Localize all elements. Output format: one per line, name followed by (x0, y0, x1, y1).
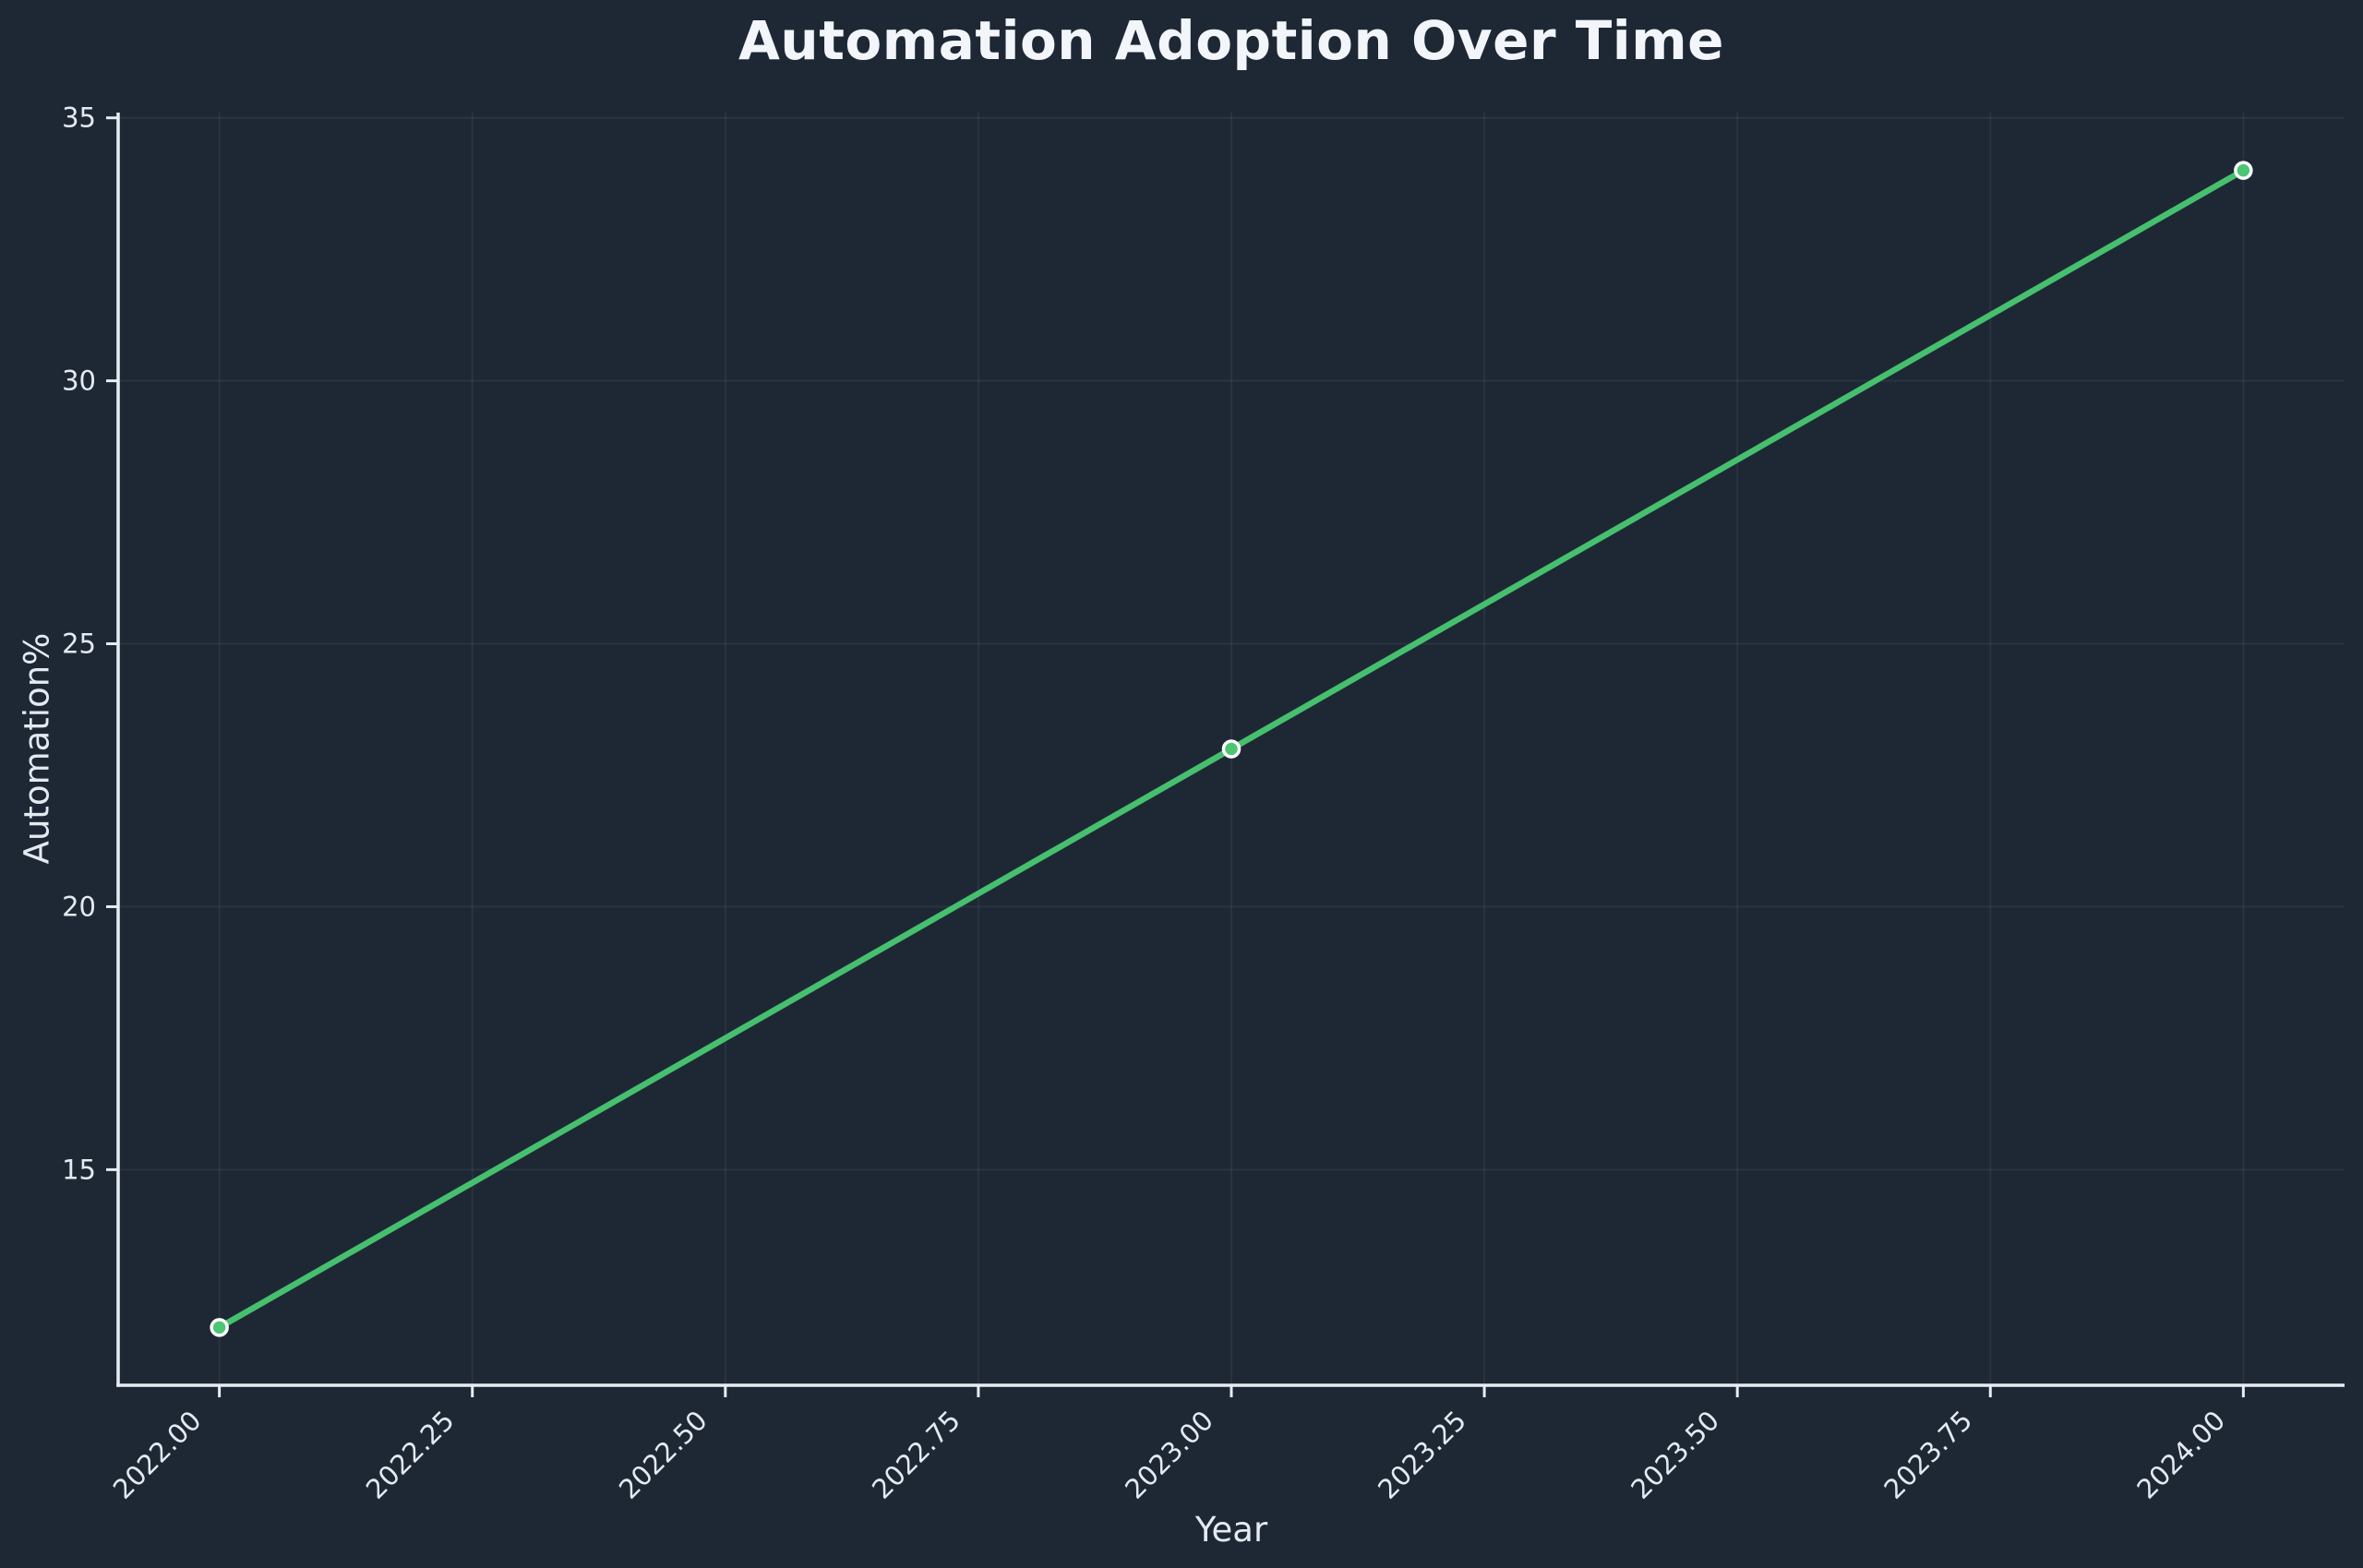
x-tick-label: 2023.25 (1372, 1405, 1472, 1505)
y-tick-label: 30 (62, 365, 96, 397)
x-tick-label: 2022.00 (107, 1405, 208, 1505)
x-tick-label: 2024.00 (2130, 1405, 2231, 1505)
y-tick-label: 15 (62, 1154, 96, 1185)
chart-title: Automation Adoption Over Time (738, 9, 1724, 72)
y-tick-label: 25 (62, 628, 96, 660)
data-point-marker (1221, 739, 1241, 759)
data-point-marker (2234, 161, 2253, 180)
x-tick-label: 2022.75 (866, 1405, 966, 1505)
y-tick-label: 20 (62, 891, 96, 922)
x-tick-label: 2023.50 (1625, 1405, 1725, 1505)
x-tick-label: 2023.00 (1119, 1405, 1219, 1505)
y-axis-title: Automation% (17, 632, 57, 865)
x-axis-title: Year (1194, 1510, 1268, 1550)
y-tick-label: 35 (62, 102, 96, 134)
x-tick-label: 2022.50 (613, 1405, 714, 1505)
data-point-marker (210, 1318, 229, 1337)
x-tick-label: 2022.25 (360, 1405, 461, 1505)
x-tick-label: 2023.75 (1877, 1405, 1978, 1505)
